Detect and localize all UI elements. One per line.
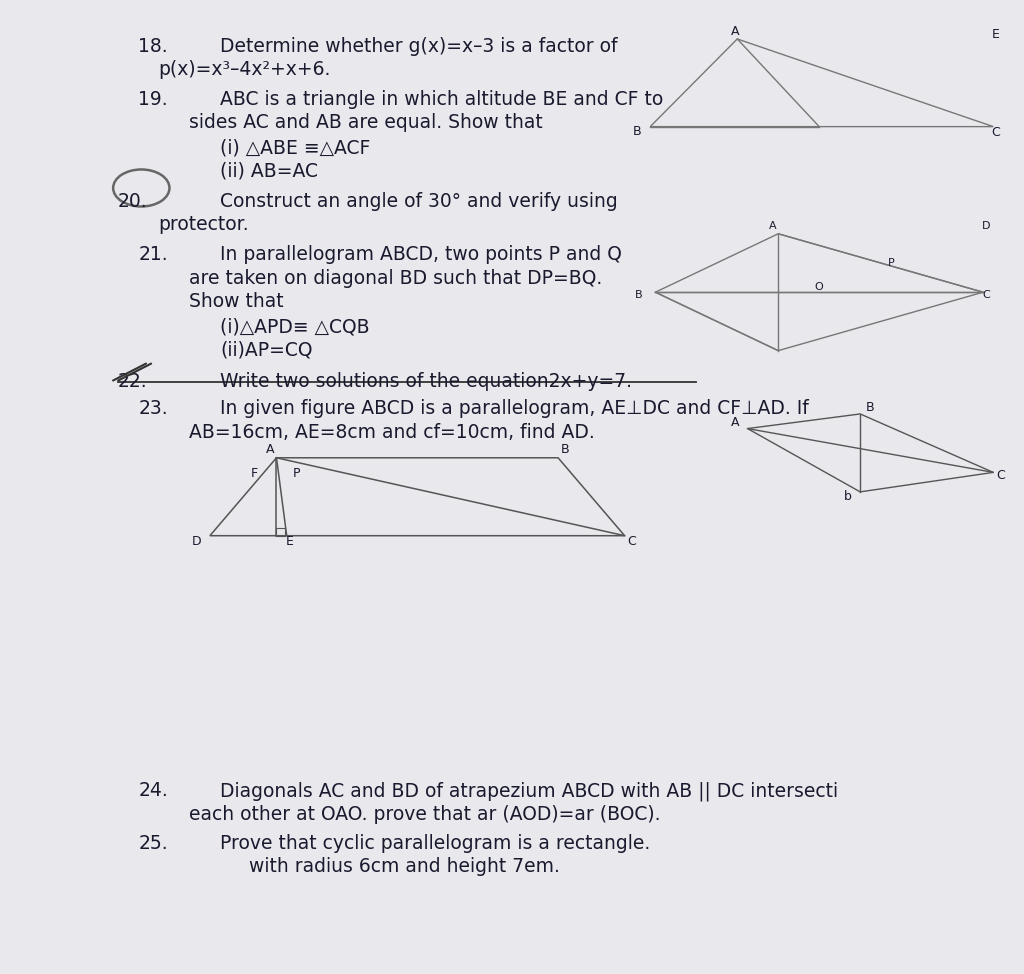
Text: D: D bbox=[982, 221, 990, 231]
Text: C: C bbox=[996, 468, 1005, 482]
Text: ABC is a triangle in which altitude BE and CF to: ABC is a triangle in which altitude BE a… bbox=[220, 90, 664, 109]
Text: Diagonals AC and BD of atrapezium ABCD with AB || DC intersecti: Diagonals AC and BD of atrapezium ABCD w… bbox=[220, 781, 839, 801]
Text: In parallelogram ABCD, two points P and Q: In parallelogram ABCD, two points P and … bbox=[220, 245, 622, 265]
Text: Prove that cyclic parallelogram is a rectangle.: Prove that cyclic parallelogram is a rec… bbox=[220, 834, 650, 853]
Text: with radius 6cm and height 7em.: with radius 6cm and height 7em. bbox=[189, 857, 560, 877]
Text: Determine whether g(x)=x–3 is a factor of: Determine whether g(x)=x–3 is a factor o… bbox=[220, 37, 617, 56]
Text: B: B bbox=[633, 125, 641, 138]
Text: Write two solutions of the equation2x+y=7.: Write two solutions of the equation2x+y=… bbox=[220, 372, 632, 392]
Text: 21.: 21. bbox=[138, 245, 168, 265]
Text: protector.: protector. bbox=[159, 215, 250, 235]
Text: 22.: 22. bbox=[118, 372, 147, 392]
Text: (ii)AP=CQ: (ii)AP=CQ bbox=[220, 341, 312, 360]
Text: In given figure ABCD is a parallelogram, AE⊥DC and CF⊥AD. If: In given figure ABCD is a parallelogram,… bbox=[220, 399, 809, 419]
Text: P: P bbox=[293, 467, 301, 480]
Text: each other at OAO. prove that ar (AOD)=ar (BOC).: each other at OAO. prove that ar (AOD)=a… bbox=[189, 805, 660, 824]
Text: (i) △ABE ≡△ACF: (i) △ABE ≡△ACF bbox=[220, 138, 371, 158]
Text: Construct an angle of 30° and verify using: Construct an angle of 30° and verify usi… bbox=[220, 192, 617, 211]
Text: Show that: Show that bbox=[189, 292, 284, 312]
Text: P: P bbox=[888, 258, 894, 268]
Text: 24.: 24. bbox=[138, 781, 168, 801]
Text: sides AC and AB are equal. Show that: sides AC and AB are equal. Show that bbox=[189, 113, 543, 132]
Text: (ii) AB=AC: (ii) AB=AC bbox=[220, 162, 318, 181]
Text: 25.: 25. bbox=[138, 834, 168, 853]
Text: AB=16cm, AE=8cm and cf=10cm, find AD.: AB=16cm, AE=8cm and cf=10cm, find AD. bbox=[189, 423, 595, 442]
Text: B: B bbox=[866, 400, 874, 414]
Text: E: E bbox=[286, 535, 294, 548]
Text: 19.: 19. bbox=[138, 90, 168, 109]
Text: 20.: 20. bbox=[118, 192, 147, 211]
Text: A: A bbox=[731, 24, 739, 38]
Text: 23.: 23. bbox=[138, 399, 168, 419]
Text: D: D bbox=[191, 535, 202, 548]
Text: E: E bbox=[991, 27, 999, 41]
Text: 18.: 18. bbox=[138, 37, 168, 56]
Text: B: B bbox=[561, 443, 569, 457]
Text: p(x)=x³–4x²+x+6.: p(x)=x³–4x²+x+6. bbox=[159, 60, 331, 80]
Text: C: C bbox=[982, 290, 990, 300]
Text: F: F bbox=[251, 467, 257, 480]
Text: O: O bbox=[815, 282, 823, 292]
Text: C: C bbox=[628, 535, 636, 548]
Text: B: B bbox=[635, 290, 643, 300]
Text: A: A bbox=[266, 443, 274, 457]
Text: (i)△APD≡ △CQB: (i)△APD≡ △CQB bbox=[220, 318, 370, 337]
Text: C: C bbox=[991, 126, 999, 139]
Text: A: A bbox=[731, 416, 739, 430]
Text: b: b bbox=[844, 490, 852, 504]
Text: A: A bbox=[769, 221, 777, 231]
Text: are taken on diagonal BD such that DP=BQ.: are taken on diagonal BD such that DP=BQ… bbox=[189, 269, 603, 288]
